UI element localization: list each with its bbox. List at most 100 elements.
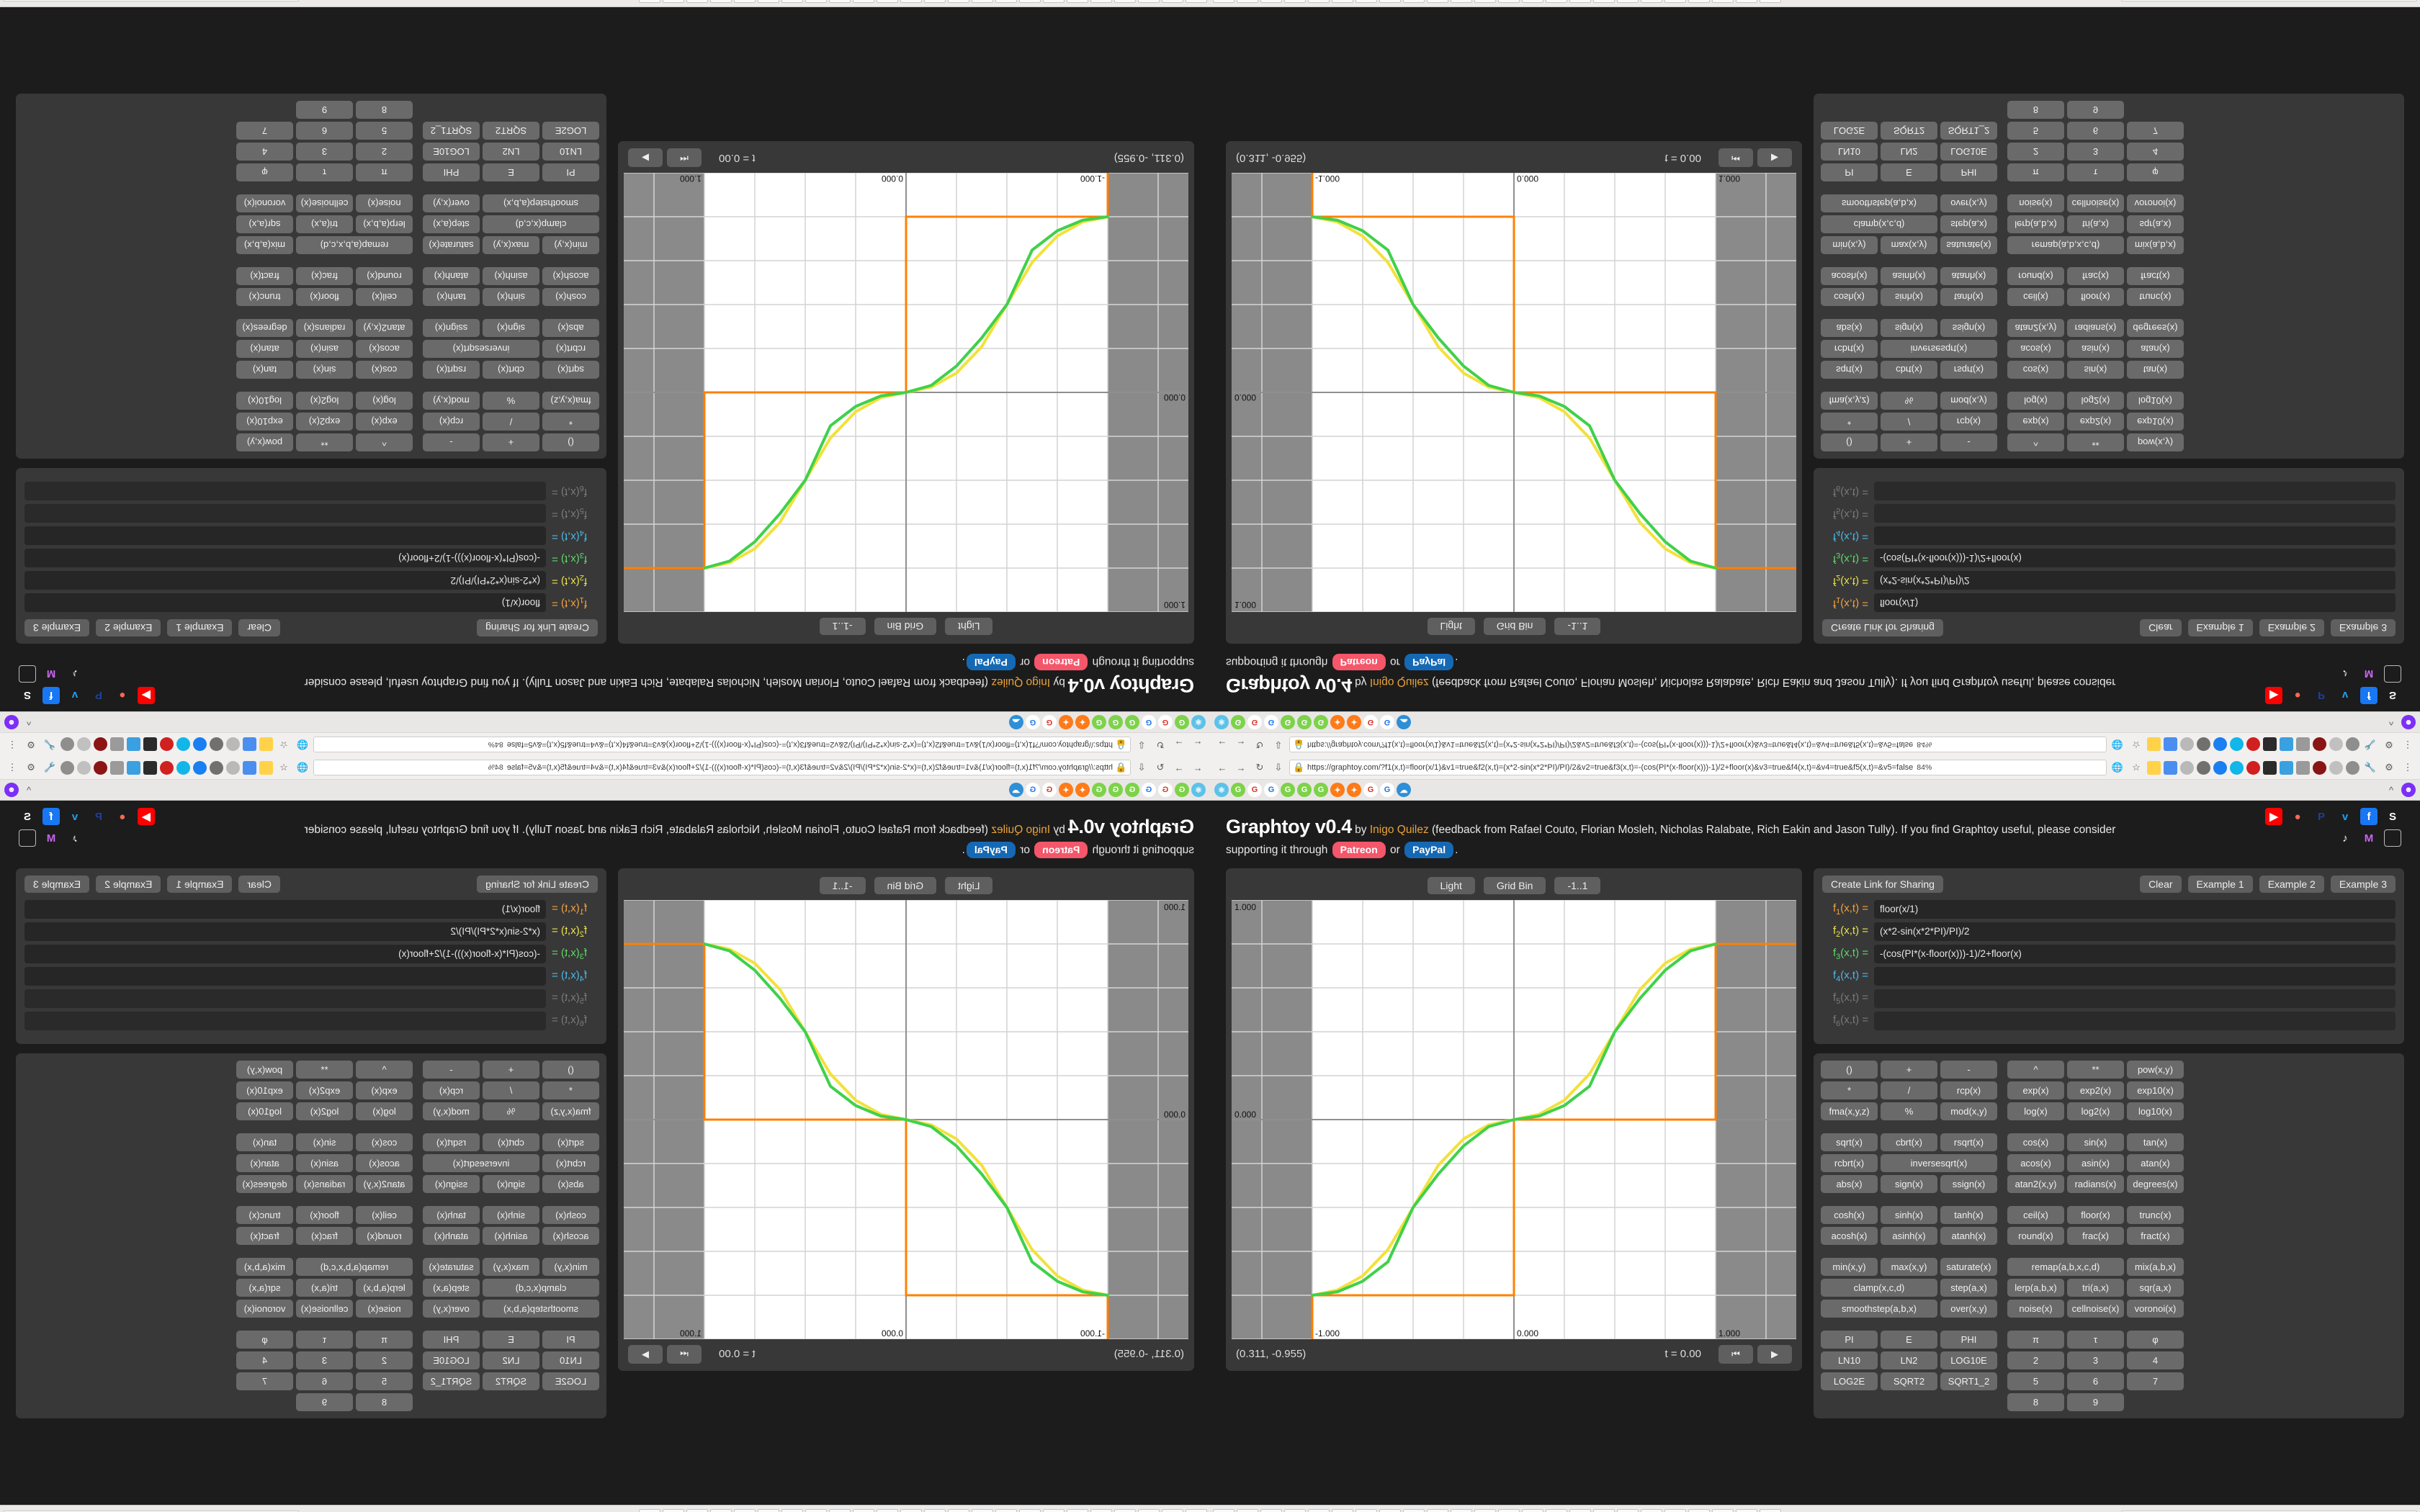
fn-button-rcbrtx[interactable]: rcbrt(x) xyxy=(1821,340,1878,359)
grid-mode-button[interactable]: Grid Bin xyxy=(1483,618,1546,636)
example-3-button[interactable]: Example 3 xyxy=(2330,619,2396,637)
taskbar-icon-1[interactable]: 💻 xyxy=(1186,0,1207,4)
bookmark-icon-8[interactable]: ✦ xyxy=(1075,715,1090,729)
fn-button-SQRT12[interactable]: SQRT1_2 xyxy=(1940,122,1997,140)
fn-button-fmaxyz[interactable]: fma(x,y,z) xyxy=(1821,392,1878,410)
fn-button-4[interactable]: 4 xyxy=(2127,143,2184,161)
fn-button-cbrtx[interactable]: cbrt(x) xyxy=(483,1133,539,1151)
fn-button-voronoix[interactable]: voronoi(x) xyxy=(2127,1299,2184,1318)
bookmarks-overflow-icon[interactable]: ^ xyxy=(2388,784,2394,796)
fn-button-asinx[interactable]: asin(x) xyxy=(2067,340,2124,359)
fn-button-ceilx[interactable]: ceil(x) xyxy=(356,1205,413,1224)
fn-button-PHI[interactable]: PHI xyxy=(1940,1330,1997,1349)
extension-icon-13[interactable] xyxy=(2346,760,2360,775)
fn-button-acoshx[interactable]: acosh(x) xyxy=(1821,1226,1878,1245)
fn-button-[interactable]: () xyxy=(1821,1060,1878,1079)
taskbar-icon-22[interactable]: 📋 xyxy=(686,0,708,4)
fn-button-log2x[interactable]: log2(x) xyxy=(2067,1102,2124,1120)
youtube-icon[interactable]: ▶ xyxy=(138,808,155,825)
fn-button-LN2[interactable]: LN2 xyxy=(1881,143,1937,161)
author-link[interactable]: Inigo Quilez xyxy=(1369,824,1429,836)
example-1-button[interactable]: Example 1 xyxy=(2187,875,2253,893)
bookmark-icon-8[interactable]: ✦ xyxy=(1330,783,1345,797)
taskbar-icon-24[interactable]: 🗎 xyxy=(1760,0,1781,4)
fn-button-atan2xy[interactable]: atan2(x,y) xyxy=(356,1174,413,1193)
fn-button-voronoix[interactable]: voronoi(x) xyxy=(2127,194,2184,213)
fn-button-PHI[interactable]: PHI xyxy=(1940,163,1997,182)
fn-button-asinhx[interactable]: asinh(x) xyxy=(483,267,539,286)
fn-button-fractx[interactable]: fract(x) xyxy=(2127,1226,2184,1245)
fn-button-[interactable]: / xyxy=(1881,413,1937,431)
taskbar-icon-13[interactable]: 🎨 xyxy=(1498,1508,1520,1512)
paypal-icon[interactable]: P xyxy=(2317,689,2325,702)
fn-button-acosx[interactable]: acos(x) xyxy=(2007,1153,2064,1172)
taskbar-icon-12[interactable]: 📄 xyxy=(1474,1508,1496,1512)
fn-button-floorx[interactable]: floor(x) xyxy=(296,288,353,307)
extension-icon-13[interactable] xyxy=(60,737,74,752)
fn-button-PI[interactable]: PI xyxy=(1821,1330,1878,1349)
fn-button-absx[interactable]: abs(x) xyxy=(1821,1174,1878,1193)
tiktok-icon[interactable]: ♪ xyxy=(72,667,78,680)
fn-button-LOG10E[interactable]: LOG10E xyxy=(423,143,480,161)
theme-toggle-button[interactable]: Light xyxy=(945,618,993,636)
fn-button-LOG10E[interactable]: LOG10E xyxy=(1940,143,1997,161)
fn-button-degreesx[interactable]: degrees(x) xyxy=(2127,1174,2184,1193)
fn-button-fracx[interactable]: frac(x) xyxy=(2067,267,2124,286)
fn-button-coshx[interactable]: cosh(x) xyxy=(1821,288,1878,307)
bookmark-icon-6[interactable]: G xyxy=(1108,783,1123,797)
shadertoy-icon[interactable]: S xyxy=(24,689,32,702)
fn-button-rcpx[interactable]: rcp(x) xyxy=(423,1081,480,1099)
fn-button-[interactable]: * xyxy=(1821,413,1878,431)
fn-button-[interactable]: τ xyxy=(296,163,353,182)
fn-button-logx[interactable]: log(x) xyxy=(356,392,413,410)
fn-button-cellnoisex[interactable]: cellnoise(x) xyxy=(2067,194,2124,213)
fn-button-[interactable]: ^ xyxy=(2007,1060,2064,1079)
bookmark-icon-4[interactable]: G xyxy=(1142,715,1156,729)
fn-button-[interactable]: / xyxy=(483,1081,539,1099)
fn-button-expx[interactable]: exp(x) xyxy=(2007,413,2064,431)
formula-input-4[interactable] xyxy=(1874,966,2396,986)
fn-button-sinhx[interactable]: sinh(x) xyxy=(1881,288,1937,307)
menu-dots-icon[interactable]: ⋮ xyxy=(2403,739,2413,750)
fn-button-signx[interactable]: sign(x) xyxy=(1881,1174,1937,1193)
fn-button-LOG10E[interactable]: LOG10E xyxy=(423,1351,480,1369)
taskbar-icon-20[interactable]: 🔢 xyxy=(734,1508,756,1512)
extension-icon-11[interactable] xyxy=(94,760,107,775)
extension-icon-2[interactable] xyxy=(2164,760,2177,775)
play-button[interactable]: ▶ xyxy=(628,148,663,168)
blank-icon[interactable] xyxy=(2384,665,2401,683)
fn-button-minxy[interactable]: min(x,y) xyxy=(542,1257,599,1276)
forward-icon[interactable]: → xyxy=(1236,762,1246,773)
fn-button-smoothstepabx[interactable]: smoothstep(a,b,x) xyxy=(483,1299,599,1318)
fn-button-noisex[interactable]: noise(x) xyxy=(356,1299,413,1318)
fn-button-expx[interactable]: exp(x) xyxy=(356,413,413,431)
fn-button-saturatex[interactable]: saturate(x) xyxy=(423,236,480,255)
grid-mode-button[interactable]: Grid Bin xyxy=(1483,876,1546,894)
taskbar-icon-10[interactable]: 📄 xyxy=(972,0,993,4)
fn-button-atan2xy[interactable]: atan2(x,y) xyxy=(356,319,413,338)
fn-button-clampxcd[interactable]: clamp(x,c,d) xyxy=(1821,1278,1937,1297)
fn-button-truncx[interactable]: trunc(x) xyxy=(2127,288,2184,307)
fn-button-log10x[interactable]: log10(x) xyxy=(236,392,293,410)
back-icon[interactable]: ← xyxy=(1193,762,1203,773)
fn-button-cbrtx[interactable]: cbrt(x) xyxy=(1881,361,1937,379)
taskbar-icon-1[interactable]: 💻 xyxy=(1213,1508,1234,1512)
taskbar-icon-20[interactable]: 🔢 xyxy=(1664,1508,1686,1512)
bookmark-icon-2[interactable]: G xyxy=(1175,715,1189,729)
taskbar-icon-21[interactable]: 🕸 xyxy=(710,0,732,4)
extension-icon-10[interactable] xyxy=(2296,737,2310,752)
fn-button-rsqrtx[interactable]: rsqrt(x) xyxy=(423,361,480,379)
taskbar-icon-12[interactable]: 📄 xyxy=(924,0,946,4)
taskbar-icon-14[interactable]: 🚨 xyxy=(1522,1508,1543,1512)
fn-button-saturatex[interactable]: saturate(x) xyxy=(423,1257,480,1276)
fn-button-rcpx[interactable]: rcp(x) xyxy=(1940,413,1997,431)
fn-button-inversesqrtx[interactable]: inversesqrt(x) xyxy=(1881,340,1997,359)
extension-icon-12[interactable] xyxy=(2329,760,2343,775)
taskbar-icon-19[interactable]: 🔢 xyxy=(1641,1508,1662,1512)
taskbar-icon-5[interactable]: 📄 xyxy=(1308,1508,1330,1512)
fn-button-tanx[interactable]: tan(x) xyxy=(2127,361,2184,379)
fn-button-degreesx[interactable]: degrees(x) xyxy=(2127,319,2184,338)
forward-icon[interactable]: → xyxy=(1174,762,1184,773)
fn-button-ceilx[interactable]: ceil(x) xyxy=(2007,288,2064,307)
reload-icon[interactable]: ↻ xyxy=(1255,762,1264,773)
